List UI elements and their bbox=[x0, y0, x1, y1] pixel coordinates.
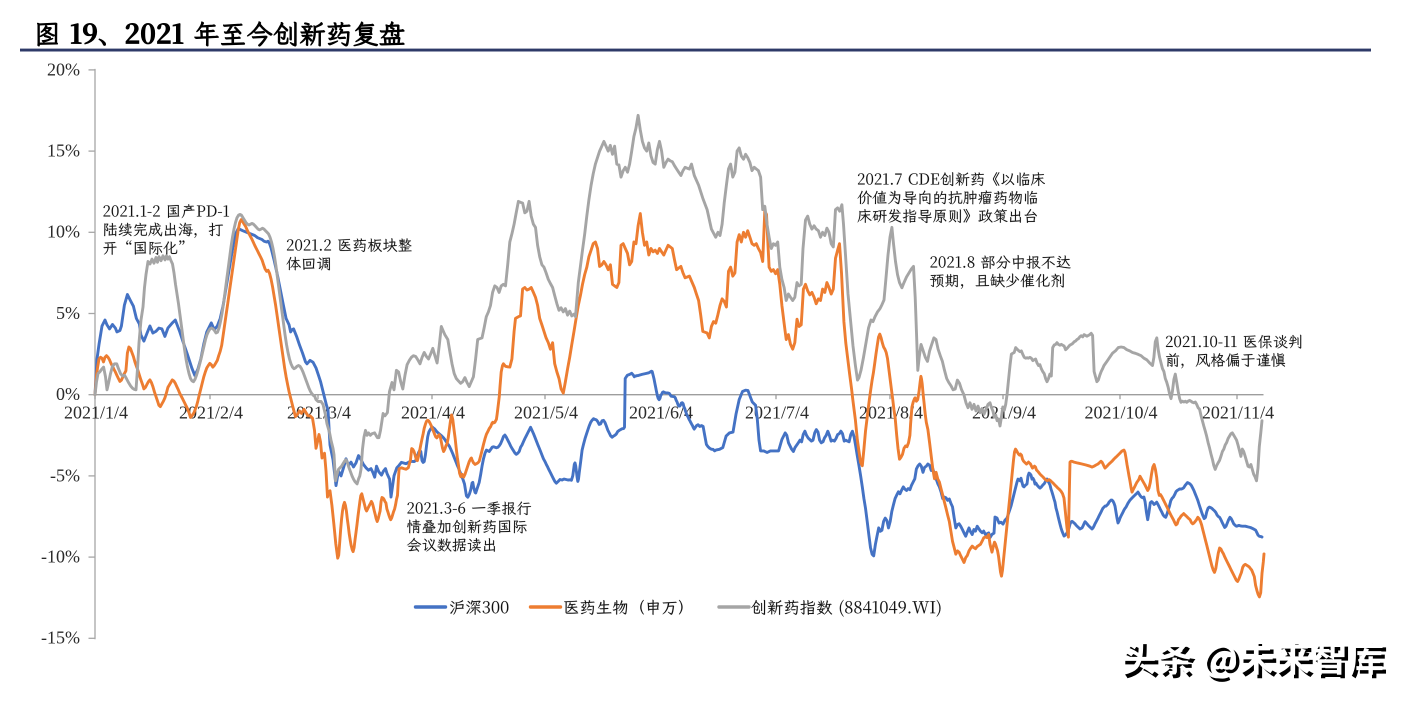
svg-text:5%: 5% bbox=[56, 303, 80, 323]
svg-text:2021/5/4: 2021/5/4 bbox=[514, 403, 578, 423]
svg-text:2021/3/4: 2021/3/4 bbox=[287, 403, 351, 423]
svg-text:-10%: -10% bbox=[41, 547, 80, 567]
svg-text:2021/10/4: 2021/10/4 bbox=[1084, 403, 1157, 423]
svg-text:2021/8/4: 2021/8/4 bbox=[859, 403, 923, 423]
svg-text:-5%: -5% bbox=[50, 465, 80, 485]
svg-text:20%: 20% bbox=[47, 59, 80, 79]
svg-text:2021/4/4: 2021/4/4 bbox=[401, 403, 465, 423]
svg-text:-15%: -15% bbox=[41, 628, 80, 648]
svg-text:2021/7/4: 2021/7/4 bbox=[745, 403, 809, 423]
svg-text:0%: 0% bbox=[56, 384, 80, 404]
svg-text:10%: 10% bbox=[47, 222, 80, 242]
svg-text:2021/6/4: 2021/6/4 bbox=[629, 403, 693, 423]
svg-text:15%: 15% bbox=[47, 141, 80, 161]
svg-text:2021/11/4: 2021/11/4 bbox=[1202, 403, 1274, 423]
svg-text:2021/1/4: 2021/1/4 bbox=[64, 403, 128, 423]
